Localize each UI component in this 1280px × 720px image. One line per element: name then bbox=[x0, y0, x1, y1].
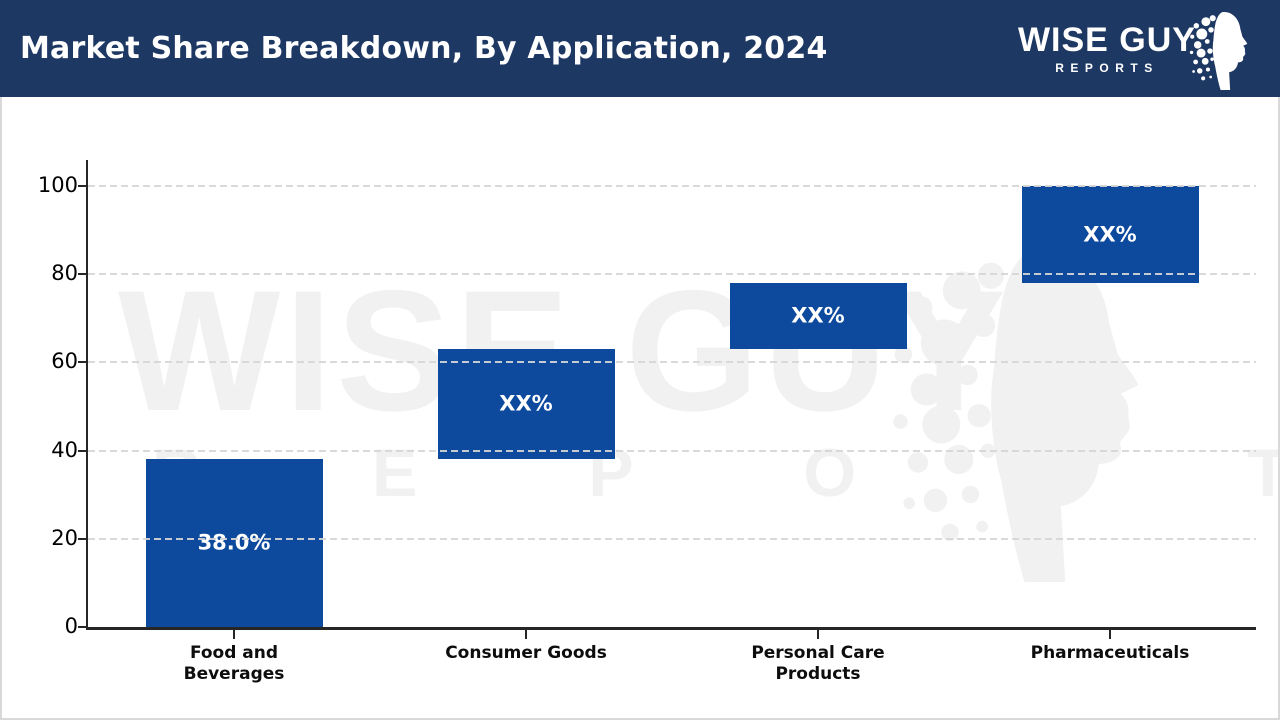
bar-segment: 38.0% bbox=[145, 459, 323, 627]
bar-value-label: 38.0% bbox=[197, 530, 271, 555]
y-tick-40 bbox=[78, 449, 88, 452]
y-tick-label-80: 80 bbox=[51, 261, 78, 286]
logo-wordmark: WISE GUY bbox=[1017, 20, 1196, 59]
bar-segment: XX% bbox=[437, 349, 615, 460]
x-tick-1 bbox=[525, 630, 527, 639]
logo-subtitle: REPORTS bbox=[1055, 60, 1159, 75]
report-header: Market Share Breakdown, By Application, … bbox=[0, 0, 1280, 97]
logo-head-profile-icon bbox=[1188, 8, 1260, 90]
gridline-80 bbox=[88, 273, 1256, 276]
y-axis-spine bbox=[86, 160, 88, 629]
x-tick-2 bbox=[817, 630, 819, 639]
logo-text: WISE GUY REPORTS bbox=[1018, 23, 1196, 75]
y-tick-label-100: 100 bbox=[37, 173, 78, 198]
x-tick-label: Food and Beverages bbox=[183, 643, 285, 685]
wise-guy-logo: WISE GUY REPORTS bbox=[1018, 8, 1260, 90]
y-tick-label-60: 60 bbox=[51, 349, 78, 374]
x-tick-0 bbox=[233, 630, 235, 639]
watermark-head-profile-icon bbox=[874, 232, 1204, 582]
gridline-60 bbox=[88, 361, 1256, 364]
gridline-40 bbox=[88, 449, 1256, 452]
bar-segment: XX% bbox=[729, 283, 907, 350]
y-tick-label-0: 0 bbox=[64, 614, 78, 638]
y-tick-100 bbox=[78, 185, 88, 188]
y-tick-0 bbox=[78, 626, 88, 628]
y-tick-80 bbox=[78, 273, 88, 276]
y-tick-60 bbox=[78, 361, 88, 364]
bar-value-label: XX% bbox=[1083, 222, 1137, 247]
x-tick-label: Personal Care Products bbox=[751, 643, 885, 685]
x-tick-label: Consumer Goods bbox=[445, 643, 607, 663]
bar-value-label: XX% bbox=[499, 391, 553, 416]
x-tick-label: Pharmaceuticals bbox=[1030, 643, 1190, 663]
x-tick-3 bbox=[1109, 630, 1111, 639]
bar-value-label: XX% bbox=[791, 303, 845, 328]
x-axis-spine bbox=[86, 627, 1256, 630]
y-tick-label-20: 20 bbox=[51, 525, 78, 550]
y-tick-20 bbox=[78, 537, 88, 540]
gridline-20 bbox=[88, 537, 1256, 540]
chart-area: WISE GUY R E P O R T S 02040608010038.0%… bbox=[0, 97, 1280, 720]
page-title: Market Share Breakdown, By Application, … bbox=[20, 31, 828, 66]
bar-segment: XX% bbox=[1021, 186, 1199, 284]
y-tick-label-40: 40 bbox=[51, 437, 78, 462]
gridline-100 bbox=[88, 185, 1256, 188]
